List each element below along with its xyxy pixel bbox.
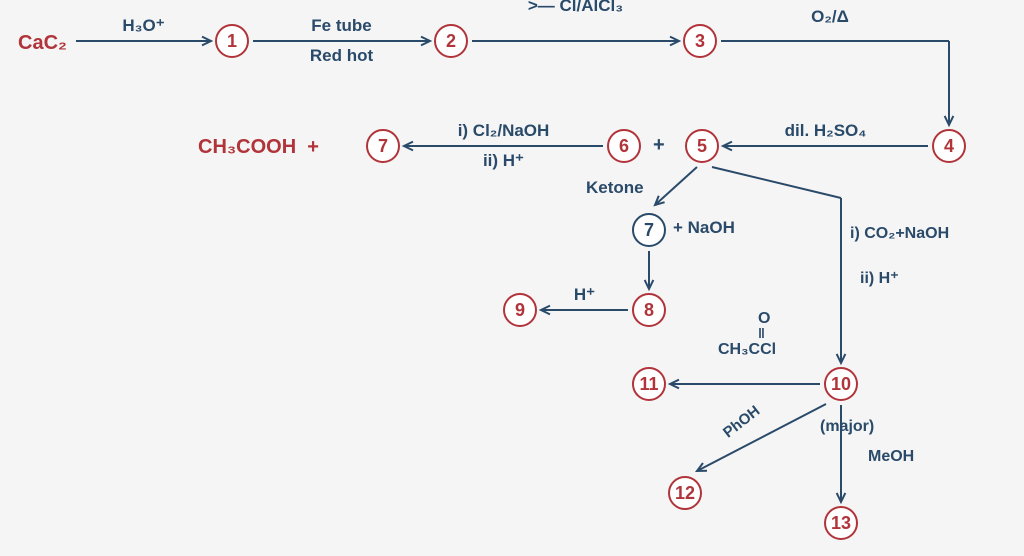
node-8: 8 [632, 293, 666, 327]
co2-naoh: i) CO₂+NaOH [850, 225, 949, 243]
phoh-label: PhOH [720, 402, 763, 441]
product-acetic-acid: CH₃COOH + [198, 136, 319, 159]
svg-text:O₂/Δ: O₂/Δ [811, 7, 849, 26]
svg-text:Red hot: Red hot [310, 46, 374, 65]
svg-text:H₃O⁺: H₃O⁺ [122, 16, 164, 35]
start-compound: CaC₂ [18, 32, 67, 55]
svg-text:i) Cl₂/NaOH: i) Cl₂/NaOH [458, 121, 550, 140]
node-11: 11 [632, 367, 666, 401]
node-13: 13 [824, 506, 858, 540]
node-1: 1 [215, 24, 249, 58]
node-3: 3 [683, 24, 717, 58]
node-2: 2 [434, 24, 468, 58]
plus-naoh: + NaOH [673, 218, 735, 238]
node-6: 6 [607, 129, 641, 163]
node-4: 4 [932, 129, 966, 163]
svg-text:dil. H₂SO₄: dil. H₂SO₄ [785, 121, 867, 140]
meoh-label: MeOH [868, 448, 914, 466]
ketone-annotation: Ketone [586, 178, 644, 198]
plus-5-6: + [653, 134, 665, 157]
svg-text:>— Cl/AlCl₃: >— Cl/AlCl₃ [528, 0, 623, 15]
node-10: 10 [824, 367, 858, 401]
node-7: 7 [366, 129, 400, 163]
ch3ccl: CH₃CCl [718, 341, 776, 359]
svg-text:ii) H⁺: ii) H⁺ [483, 151, 524, 170]
svg-text:Fe tube: Fe tube [311, 16, 371, 35]
node-9: 9 [503, 293, 537, 327]
acyl-dbl: ‖ [758, 325, 765, 341]
node-12: 12 [668, 476, 702, 510]
h-plus-ii-right: ii) H⁺ [860, 268, 899, 288]
node-5: 5 [685, 129, 719, 163]
svg-text:H⁺: H⁺ [574, 285, 595, 304]
major-label: (major) [820, 418, 874, 436]
node-7b: 7 [632, 213, 666, 247]
